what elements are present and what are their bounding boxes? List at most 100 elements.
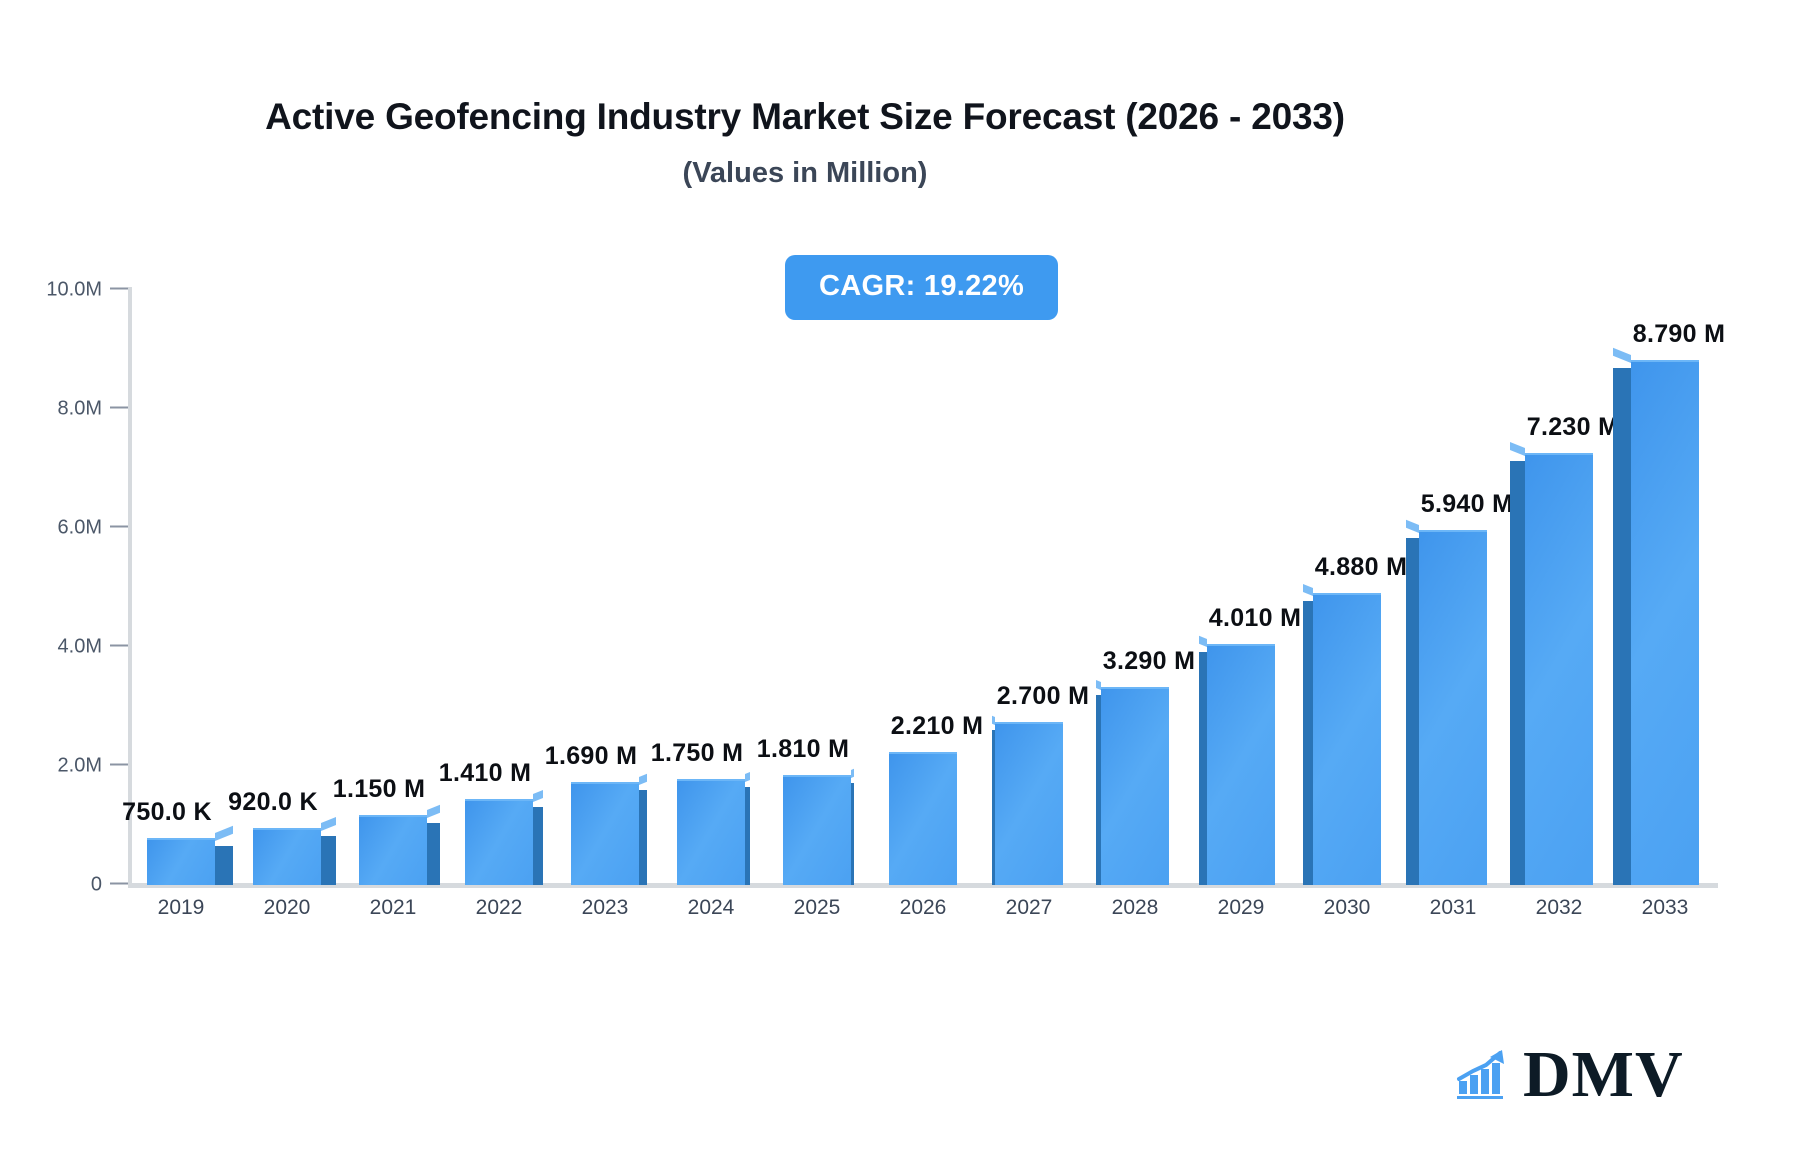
bar-2023[interactable] [571, 774, 647, 885]
bar-top-face [1406, 519, 1419, 533]
x-axis-label-2033: 2033 [1641, 896, 1689, 919]
bar-front-face [147, 838, 215, 885]
bar-top-face [1199, 636, 1207, 648]
x-axis-label-2028: 2028 [1111, 896, 1159, 919]
x-axis-label-2020: 2020 [263, 896, 311, 919]
x-axis-label-2026: 2026 [899, 896, 947, 919]
y-axis-line [128, 287, 132, 887]
bar-value-label: 2.210 M [890, 711, 984, 740]
bar-side-face [1510, 460, 1525, 885]
y-axis-tick: 4.0M [0, 636, 128, 659]
bar-2022[interactable] [465, 790, 543, 885]
bar-top-face [639, 774, 647, 786]
bar-side-face [321, 836, 336, 885]
bar-value-label: 1.810 M [756, 735, 850, 764]
bar-2021[interactable] [359, 804, 440, 885]
bar-side-face [215, 846, 233, 885]
bar-side-face [992, 730, 995, 885]
chart-subtitle: (Values in Million) [682, 156, 928, 189]
bar-2030[interactable] [1303, 583, 1381, 885]
bar-front-face [1631, 360, 1699, 885]
page-title: Active Geofencing Industry Market Size F… [265, 96, 1345, 137]
x-axis-label-2022: 2022 [475, 896, 523, 919]
bar-series: 750.0 K 2019 920.0 K 2020 1.150 M 2021 1.410 M… [122, 255, 1725, 919]
bar-front-face [1525, 452, 1593, 885]
bar-side-face [1406, 537, 1419, 885]
bar-front-face [889, 751, 957, 885]
bar-front-face [571, 782, 639, 885]
bar-value-label: 7.230 M [1526, 412, 1620, 441]
chart-plot-area: 0 2.0M 4.0M 6.0M 8.0M 10.0M 750.0 K 2019 920.0 … [0, 255, 1800, 955]
bar-front-face [253, 828, 321, 885]
bar-2031[interactable] [1406, 519, 1487, 885]
bar-value-label: 1.410 M [438, 759, 532, 788]
bar-2027[interactable] [992, 716, 1063, 885]
bar-front-face [1419, 529, 1487, 885]
bar-value-label: 1.690 M [544, 742, 638, 771]
logo-text: DMV [1523, 1038, 1684, 1111]
bar-front-face [783, 775, 851, 885]
bar-front-face [1101, 687, 1169, 885]
bar-front-face [1313, 592, 1381, 885]
dmv-logo: DMV [1455, 1042, 1684, 1108]
bar-top-face [1303, 583, 1313, 596]
bar-front-face [995, 722, 1063, 885]
bar-2033[interactable] [1613, 347, 1699, 885]
bar-top-face [745, 771, 750, 782]
bar-2028[interactable] [1096, 680, 1169, 885]
x-axis-label-2032: 2032 [1535, 896, 1583, 919]
bar-value-label: 750.0 K [122, 798, 212, 827]
bar-top-face [992, 716, 995, 726]
bar-front-face [359, 814, 427, 885]
bar-side-face [639, 790, 647, 885]
bar-top-face [321, 817, 336, 832]
bar-top-face [215, 826, 233, 842]
bar-side-face [427, 822, 440, 885]
y-axis-tick: 6.0M [0, 517, 128, 540]
bar-value-label: 920.0 K [228, 788, 318, 817]
bar-value-label: 1.750 M [650, 738, 744, 767]
bar-side-face [1303, 600, 1313, 885]
y-axis-tick: 10.0M [0, 279, 128, 302]
bar-side-face [745, 786, 750, 885]
bar-value-label: 2.700 M [996, 682, 1090, 711]
x-axis-line [128, 883, 1718, 888]
bar-2019[interactable] [147, 826, 233, 885]
bar-front-face [465, 799, 533, 885]
chart-header: Active Geofencing Industry Market Size F… [0, 96, 1610, 190]
x-axis-label-2025: 2025 [793, 896, 841, 919]
x-axis-label-2031: 2031 [1429, 896, 1477, 919]
bar-top-face [1613, 347, 1631, 363]
bar-2024[interactable] [677, 771, 750, 885]
bar-value-label: 5.940 M [1420, 489, 1514, 518]
bar-chart-growth-icon [1455, 1045, 1517, 1106]
bar-side-face [1613, 368, 1631, 885]
bar-top-face [1096, 680, 1101, 691]
bar-2032[interactable] [1510, 441, 1593, 885]
y-axis-tick: 2.0M [0, 755, 128, 778]
bar-2029[interactable] [1199, 636, 1275, 885]
bar-front-face [677, 778, 745, 885]
cagr-badge: CAGR: 19.22% [785, 255, 1059, 320]
bar-top-face [1510, 441, 1525, 456]
x-axis-label-2030: 2030 [1323, 896, 1371, 919]
bar-top-face [427, 804, 440, 818]
bar-side-face [1096, 695, 1101, 885]
bar-front-face [1207, 644, 1275, 885]
x-axis-label-2027: 2027 [1005, 896, 1053, 919]
bar-value-label: 8.790 M [1632, 319, 1726, 348]
bar-2025[interactable] [783, 769, 854, 885]
bar-2020[interactable] [253, 817, 336, 885]
y-axis-ticks: 0 2.0M 4.0M 6.0M 8.0M 10.0M [0, 255, 128, 955]
x-axis-label-2023: 2023 [581, 896, 629, 919]
bar-2026[interactable] [889, 751, 957, 885]
x-axis-label-2019: 2019 [157, 896, 205, 919]
bar-top-face [533, 790, 543, 803]
bar-side-face [851, 783, 854, 885]
x-axis-label-2024: 2024 [687, 896, 735, 919]
bar-value-label: 1.150 M [332, 774, 426, 803]
y-axis-tick: 0 [0, 874, 128, 897]
bar-value-label: 4.880 M [1314, 552, 1408, 581]
bar-value-label: 4.010 M [1208, 604, 1302, 633]
x-axis-label-2029: 2029 [1217, 896, 1265, 919]
